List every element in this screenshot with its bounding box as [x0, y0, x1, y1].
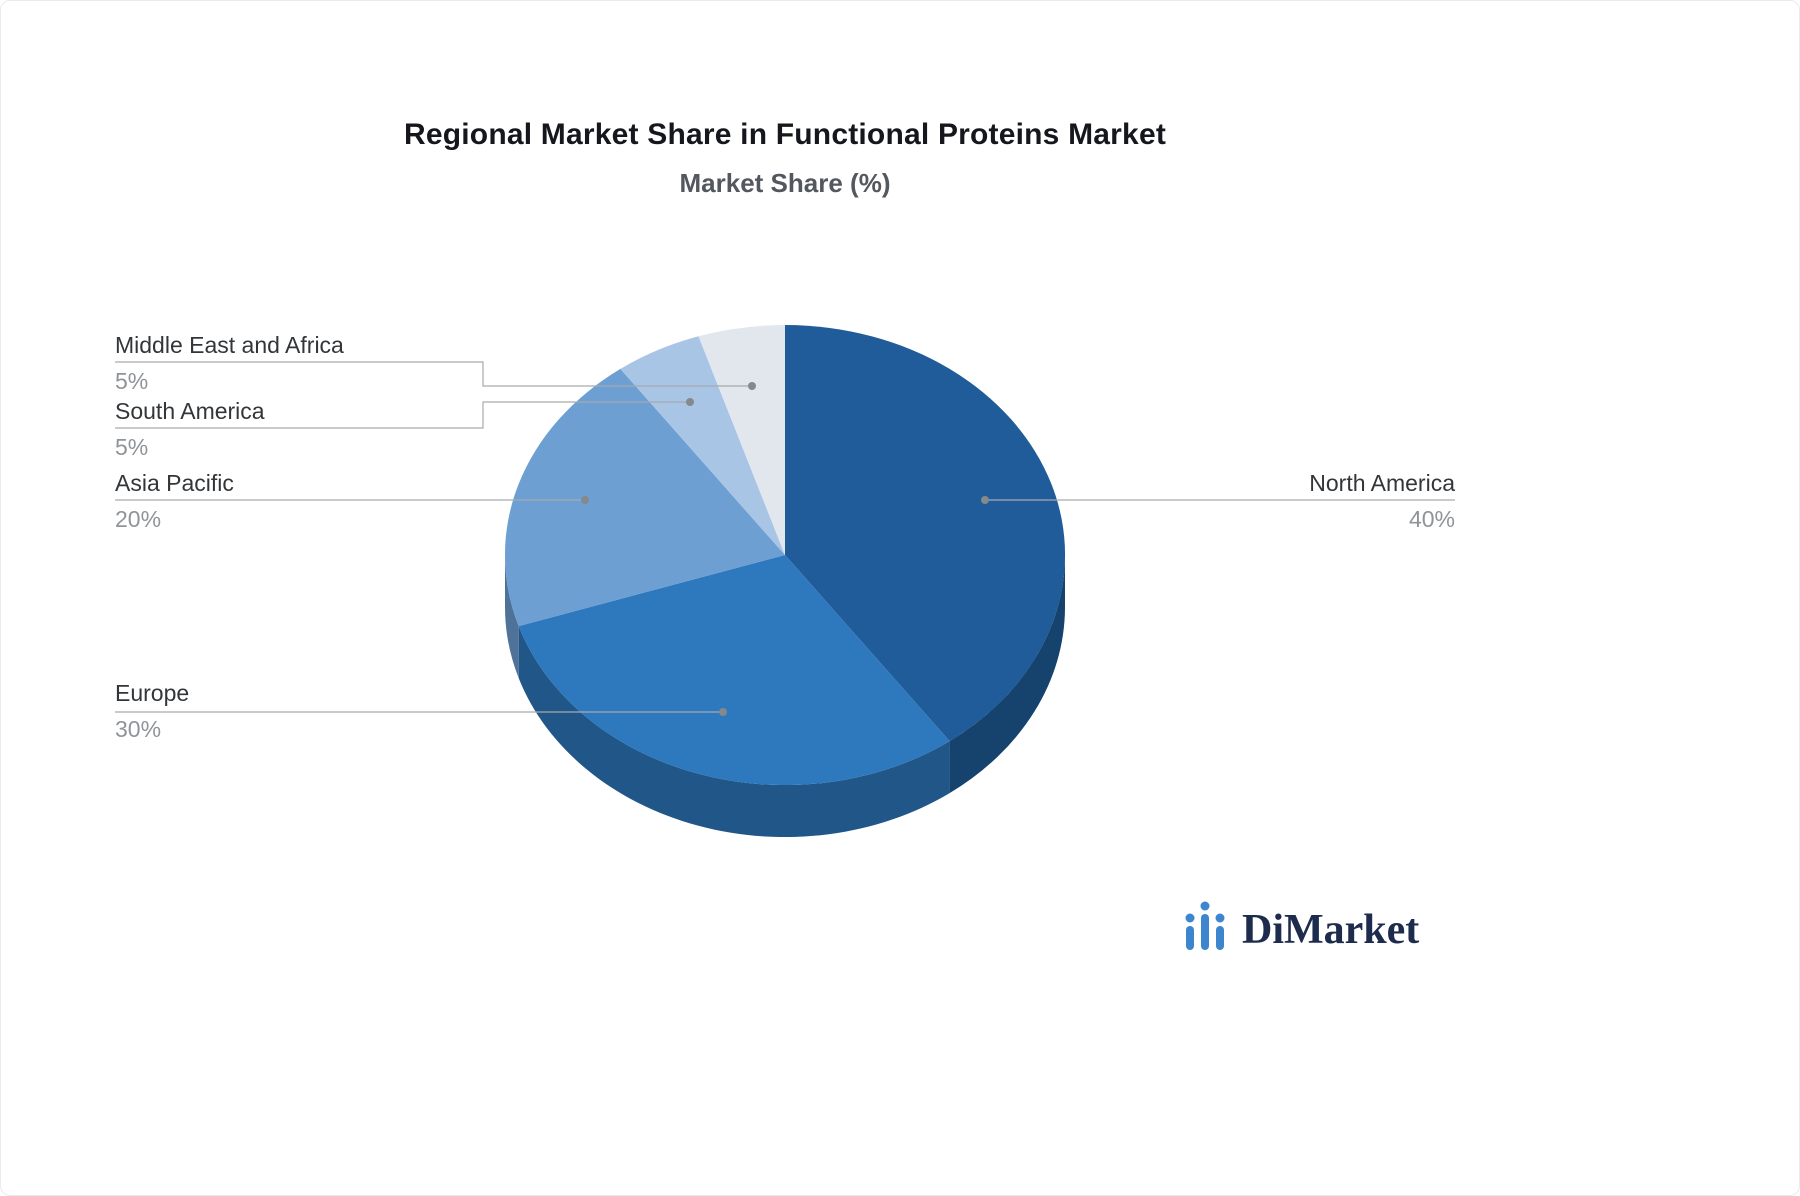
slice-label-europe: Europe: [115, 680, 190, 706]
pie-slice-asia-pacific[interactable]: [504, 368, 785, 627]
slice-label-middle-east-and-africa: Middle East and Africa: [115, 332, 344, 358]
dimarket-wordmark: DiMarket: [1242, 906, 1420, 953]
pie-slice-side-north-america: [949, 555, 1065, 794]
pie-slice-side-europe: [518, 626, 950, 838]
connector-dot-asia-pacific: [581, 496, 589, 504]
slice-label-asia-pacific: Asia Pacific: [115, 470, 234, 496]
label-connectors: [115, 361, 1455, 716]
pie-slice-north-america[interactable]: [785, 325, 1066, 742]
connector-dot-europe: [719, 708, 727, 716]
pie-slice-middle-east-and-africa[interactable]: [698, 325, 786, 555]
slice-value-asia-pacific: 20%: [115, 506, 162, 532]
connector-dot-north-america: [981, 496, 989, 504]
chart-title: Regional Market Share in Functional Prot…: [403, 118, 1167, 151]
dimarket-logo[interactable]: DiMarket: [1185, 900, 1420, 953]
dimarket-logo-icon: [1185, 901, 1225, 950]
slice-label-south-america: South America: [115, 398, 265, 424]
pie-3d-group: [504, 325, 1066, 838]
connector-dot-south-america: [686, 398, 694, 406]
pie-slice-side-asia-pacific: [505, 555, 519, 679]
connector-middle-east-and-africa: [115, 361, 752, 387]
connector-south-america: [115, 401, 690, 429]
pie-slice-south-america[interactable]: [620, 336, 785, 555]
slice-value-europe: 30%: [115, 716, 162, 742]
slice-value-south-america: 5%: [115, 434, 149, 460]
slice-value-north-america: 40%: [1408, 506, 1455, 532]
chart-subtitle: Market Share (%): [679, 168, 891, 198]
pie-slice-europe[interactable]: [518, 555, 950, 786]
slice-label-north-america: North America: [1309, 470, 1455, 496]
connector-dot-middle-east-and-africa: [748, 382, 756, 390]
slice-value-middle-east-and-africa: 5%: [115, 368, 149, 394]
